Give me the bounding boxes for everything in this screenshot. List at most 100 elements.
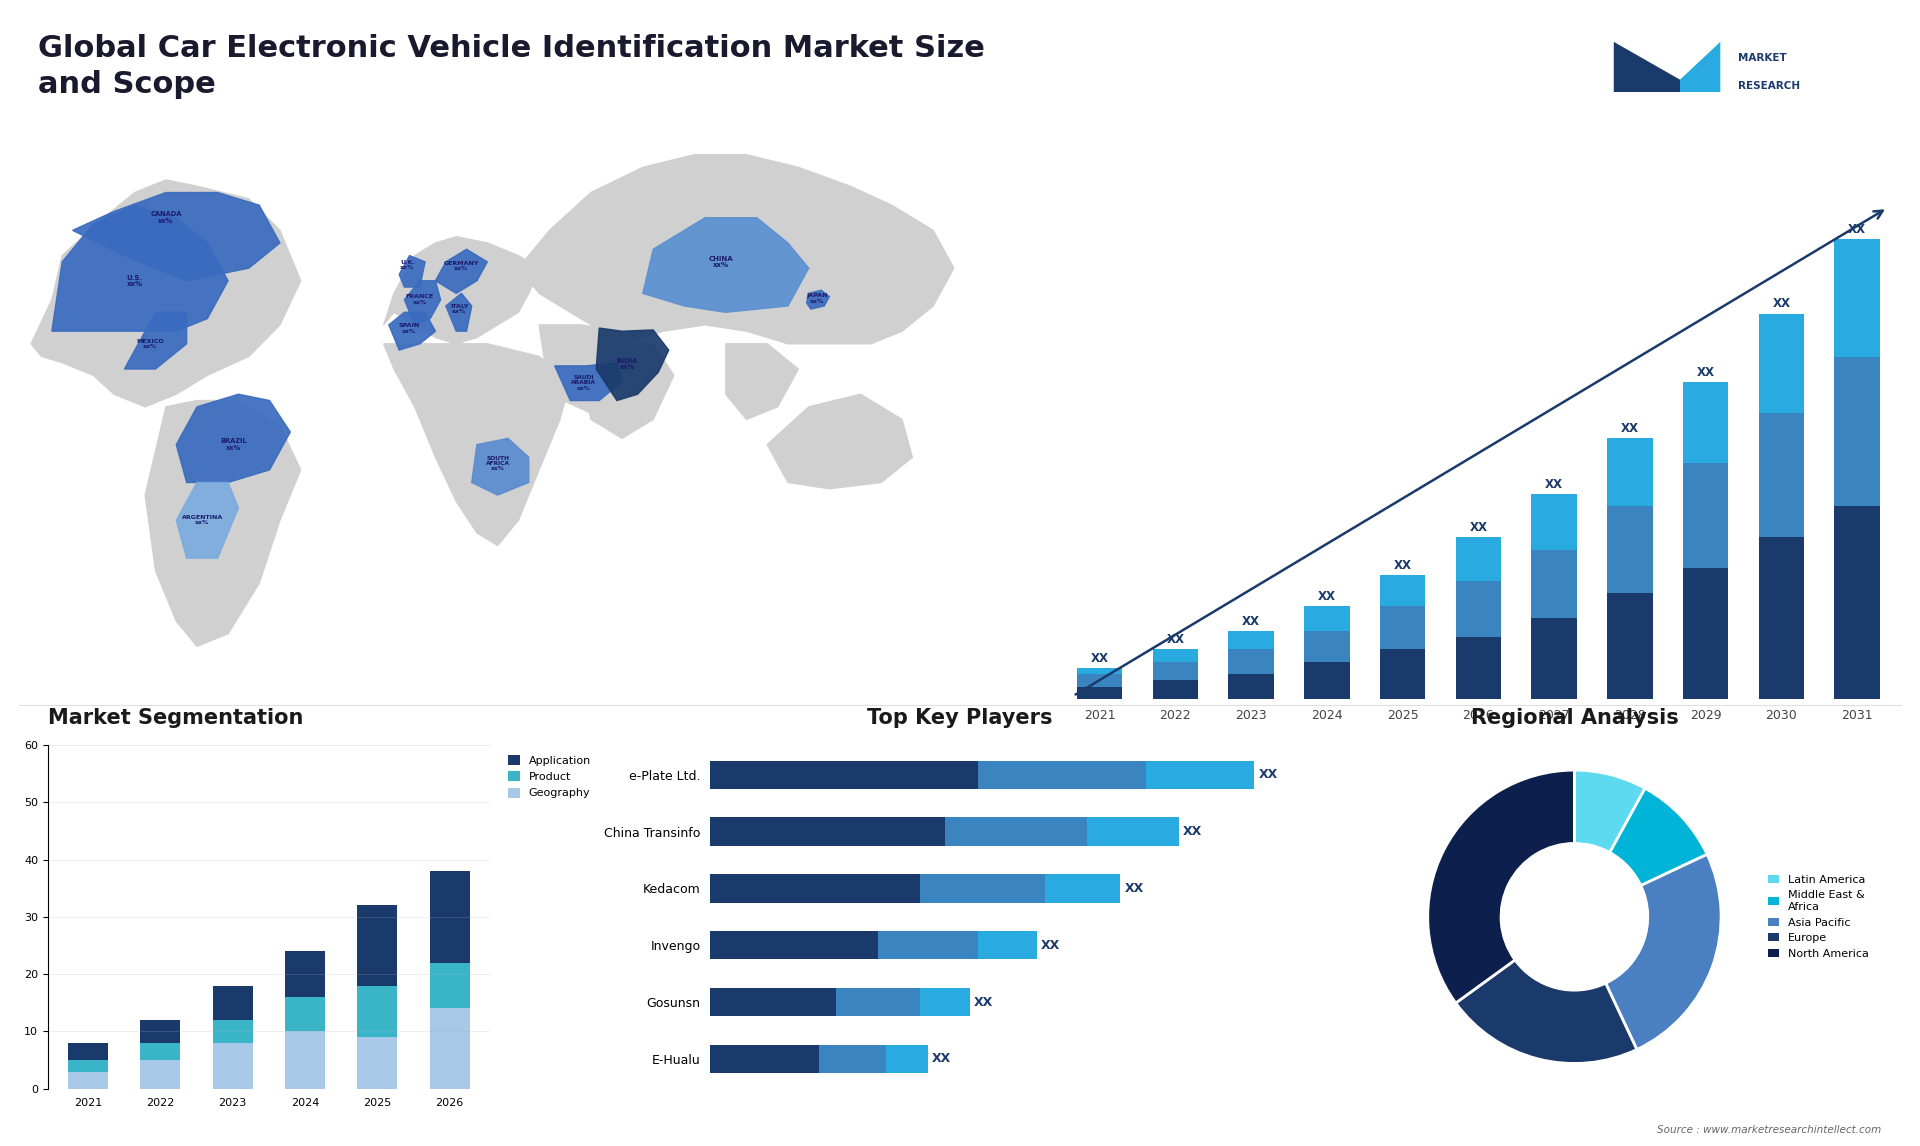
Bar	[1380, 650, 1425, 699]
Text: SPAIN
xx%: SPAIN xx%	[399, 323, 420, 333]
Text: XX: XX	[1041, 939, 1060, 951]
Wedge shape	[1428, 770, 1574, 1003]
Wedge shape	[1609, 788, 1707, 886]
Bar	[284, 1031, 324, 1089]
Bar	[1684, 568, 1728, 699]
Bar	[977, 931, 1037, 959]
Text: XX: XX	[1183, 825, 1202, 838]
Polygon shape	[390, 313, 436, 351]
Bar	[1532, 494, 1576, 550]
Bar	[1684, 382, 1728, 463]
Text: XX: XX	[1469, 521, 1488, 534]
Wedge shape	[1605, 855, 1720, 1050]
Bar	[140, 1060, 180, 1089]
Bar	[1229, 674, 1273, 699]
Text: XX: XX	[1620, 422, 1640, 434]
Bar	[1304, 661, 1350, 699]
Bar	[710, 931, 877, 959]
Bar	[1532, 550, 1576, 618]
Text: Global Car Electronic Vehicle Identification Market Size
and Scope: Global Car Electronic Vehicle Identifica…	[38, 34, 985, 100]
Text: INTELLECT: INTELLECT	[1738, 109, 1799, 119]
Bar	[1455, 637, 1501, 699]
Text: XX: XX	[933, 1052, 952, 1066]
Text: Market Segmentation: Market Segmentation	[48, 708, 303, 728]
Text: U.S.
xx%: U.S. xx%	[127, 275, 142, 286]
Polygon shape	[405, 281, 442, 325]
Bar	[1304, 630, 1350, 661]
Bar	[1834, 358, 1880, 507]
Bar	[1152, 681, 1198, 699]
Text: XX: XX	[1394, 558, 1411, 572]
Text: XX: XX	[973, 996, 993, 1008]
Bar	[1077, 668, 1123, 674]
Bar	[1146, 761, 1254, 788]
Polygon shape	[580, 331, 674, 439]
Polygon shape	[726, 344, 799, 419]
Bar	[284, 951, 324, 1089]
Text: ITALY
xx%: ITALY xx%	[449, 304, 468, 314]
Text: XX: XX	[1772, 298, 1789, 311]
Bar	[1380, 606, 1425, 650]
Bar	[887, 1045, 927, 1073]
Polygon shape	[768, 394, 912, 488]
Polygon shape	[1680, 42, 1720, 131]
Bar	[1229, 650, 1273, 674]
Text: FRANCE
xx%: FRANCE xx%	[405, 295, 434, 305]
Bar	[1077, 674, 1123, 686]
Text: XX: XX	[1697, 366, 1715, 379]
Text: GERMANY
xx%: GERMANY xx%	[444, 261, 480, 272]
Legend: Application, Product, Geography: Application, Product, Geography	[503, 751, 595, 803]
Text: XX: XX	[1849, 222, 1866, 236]
Polygon shape	[806, 290, 829, 309]
FancyBboxPatch shape	[1584, 19, 1889, 152]
Polygon shape	[399, 256, 424, 288]
Bar	[1834, 507, 1880, 699]
Polygon shape	[384, 237, 540, 344]
Bar	[820, 1045, 887, 1073]
Bar	[213, 986, 253, 1089]
Bar	[67, 1060, 108, 1089]
Bar	[1044, 874, 1121, 903]
Polygon shape	[540, 325, 643, 414]
Text: CHINA
xx%: CHINA xx%	[708, 256, 733, 268]
Text: JAPAN
xx%: JAPAN xx%	[806, 293, 828, 304]
Bar	[1759, 314, 1805, 413]
Bar	[710, 1045, 820, 1073]
Text: MARKET: MARKET	[1738, 53, 1786, 63]
Bar	[213, 1020, 253, 1089]
Polygon shape	[146, 401, 301, 646]
Bar	[1380, 574, 1425, 606]
Polygon shape	[436, 250, 488, 293]
Text: ARGENTINA
xx%: ARGENTINA xx%	[182, 515, 223, 526]
Bar	[877, 931, 977, 959]
Wedge shape	[1574, 770, 1645, 853]
Text: Regional Analysis: Regional Analysis	[1471, 708, 1678, 728]
Polygon shape	[597, 328, 668, 401]
Bar	[1532, 618, 1576, 699]
Text: XX: XX	[1260, 768, 1279, 782]
Bar	[1455, 537, 1501, 581]
Bar	[213, 1043, 253, 1089]
Polygon shape	[52, 205, 228, 331]
Text: XX: XX	[1167, 634, 1185, 646]
Bar	[357, 1037, 397, 1089]
Bar	[710, 988, 835, 1017]
Polygon shape	[177, 394, 290, 482]
Bar	[1229, 630, 1273, 650]
Bar	[140, 1020, 180, 1089]
Bar	[1759, 413, 1805, 537]
Bar	[710, 817, 945, 846]
Bar	[140, 1043, 180, 1089]
Bar	[1087, 817, 1179, 846]
Bar	[1607, 594, 1653, 699]
Text: XX: XX	[1242, 614, 1260, 628]
Text: MEXICO
xx%: MEXICO xx%	[136, 338, 163, 350]
Bar	[1607, 438, 1653, 507]
Text: INDIA
xx%: INDIA xx%	[616, 358, 637, 370]
Bar	[67, 1043, 108, 1089]
Polygon shape	[555, 362, 622, 401]
Polygon shape	[643, 218, 808, 313]
Bar	[945, 817, 1087, 846]
Bar	[284, 997, 324, 1089]
Bar	[1607, 507, 1653, 594]
